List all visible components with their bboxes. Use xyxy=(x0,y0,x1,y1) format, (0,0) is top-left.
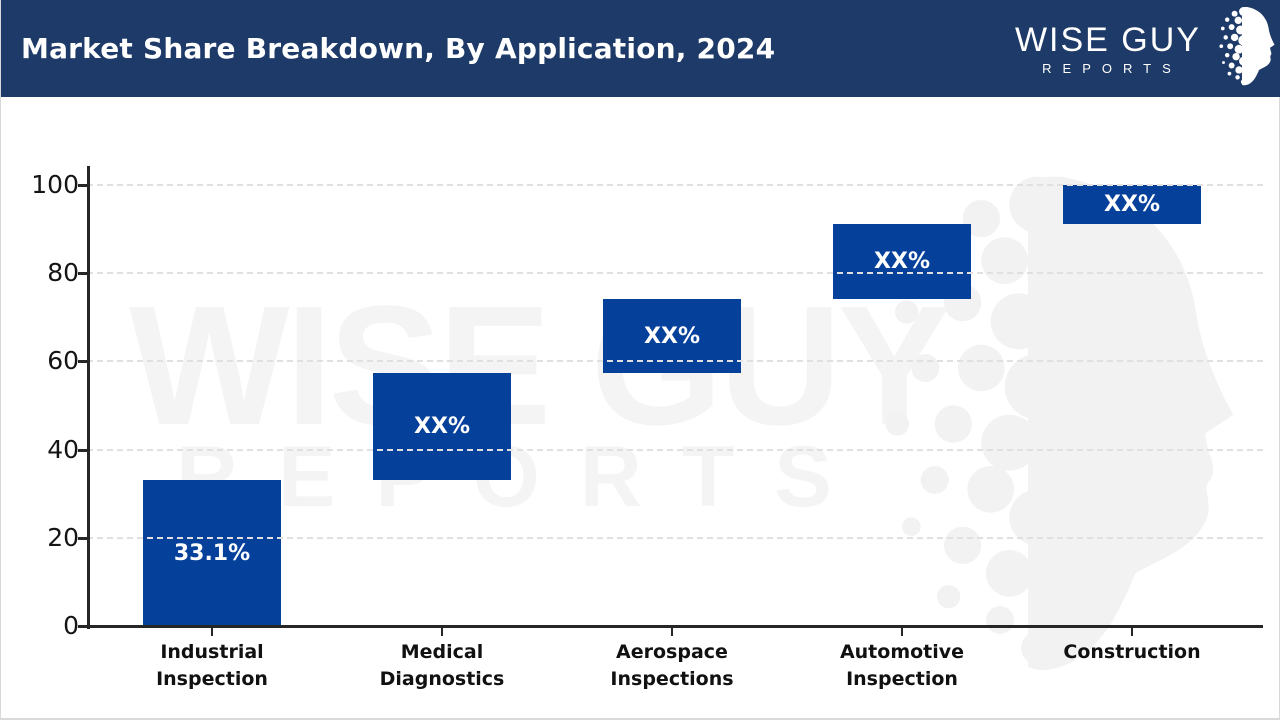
gridline-40 xyxy=(87,448,1263,451)
bar-construction: XX% xyxy=(1063,185,1201,224)
x-axis-line xyxy=(87,625,1263,628)
bar-value-label: XX% xyxy=(1104,191,1160,217)
x-tick-automotive-inspection xyxy=(901,628,903,636)
x-category-line: Inspection xyxy=(156,667,268,690)
x-tick-medical-diagnostics xyxy=(441,628,443,636)
y-axis-line xyxy=(87,166,90,629)
y-tick-label-100: 100 xyxy=(31,170,79,199)
x-tick-construction xyxy=(1131,628,1133,636)
bar-value-label: XX% xyxy=(874,248,930,274)
x-category-line: Medical xyxy=(400,641,484,663)
y-tick-60 xyxy=(78,360,87,364)
x-category-line: Diagnostics xyxy=(379,667,505,690)
y-tick-label-20: 20 xyxy=(47,522,79,552)
bar-value-label: XX% xyxy=(414,414,470,440)
x-category-line: Industrial xyxy=(160,641,264,663)
y-tick-100 xyxy=(78,184,87,187)
x-category-label-medical-diagnostics: Medical Diagnostics xyxy=(322,639,562,692)
gridline-80 xyxy=(87,272,1263,275)
x-category-line: Aerospace xyxy=(616,641,728,663)
y-tick-label-80: 80 xyxy=(47,258,79,288)
y-tick-20 xyxy=(78,536,87,540)
x-tick-industrial-inspection xyxy=(211,628,213,636)
bar-medical-diagnostics: XX% xyxy=(373,373,511,481)
x-category-label-automotive-inspection: Automotive Inspection xyxy=(782,639,1022,692)
bar-automotive-inspection: XX% xyxy=(833,223,971,299)
watermark-wise-guy-text: WISE GUY xyxy=(129,271,951,461)
brand-face-icon xyxy=(1219,7,1275,86)
bar-industrial-inspection: 33.1% xyxy=(143,480,281,626)
y-tick-0 xyxy=(78,625,87,628)
x-tick-aerospace-inspections xyxy=(671,628,673,636)
bar-value-label: 33.1% xyxy=(173,540,251,566)
x-category-label-aerospace-inspections: Aerospace Inspections xyxy=(552,639,792,692)
x-category-label-industrial-inspection: Industrial Inspection xyxy=(92,639,332,692)
gridline-100 xyxy=(87,184,1263,186)
brand-subname: REPORTS xyxy=(1042,60,1182,76)
x-category-label-construction: Construction xyxy=(1012,639,1252,666)
x-category-line: Automotive xyxy=(839,641,965,663)
x-category-line: Inspections xyxy=(610,667,734,690)
y-tick-40 xyxy=(78,448,87,452)
y-tick-label-40: 40 xyxy=(47,434,79,464)
header-bar: Market Share Breakdown, By Application, … xyxy=(1,0,1280,97)
y-tick-label-60: 60 xyxy=(47,346,79,376)
brand-logo: WISE GUY REPORTS xyxy=(1015,0,1280,97)
gridline-60 xyxy=(87,360,1263,363)
y-tick-label-0: 0 xyxy=(63,611,79,640)
brand-logo-text: WISE GUY REPORTS xyxy=(1015,23,1201,75)
y-tick-80 xyxy=(78,272,87,276)
x-category-line: Construction xyxy=(1063,641,1201,663)
x-category-line: Inspection xyxy=(846,667,958,690)
chart-title: Market Share Breakdown, By Application, … xyxy=(21,32,776,65)
bar-value-label: XX% xyxy=(644,323,700,349)
brand-name: WISE GUY xyxy=(1014,20,1201,59)
gridline-20 xyxy=(87,536,1263,539)
